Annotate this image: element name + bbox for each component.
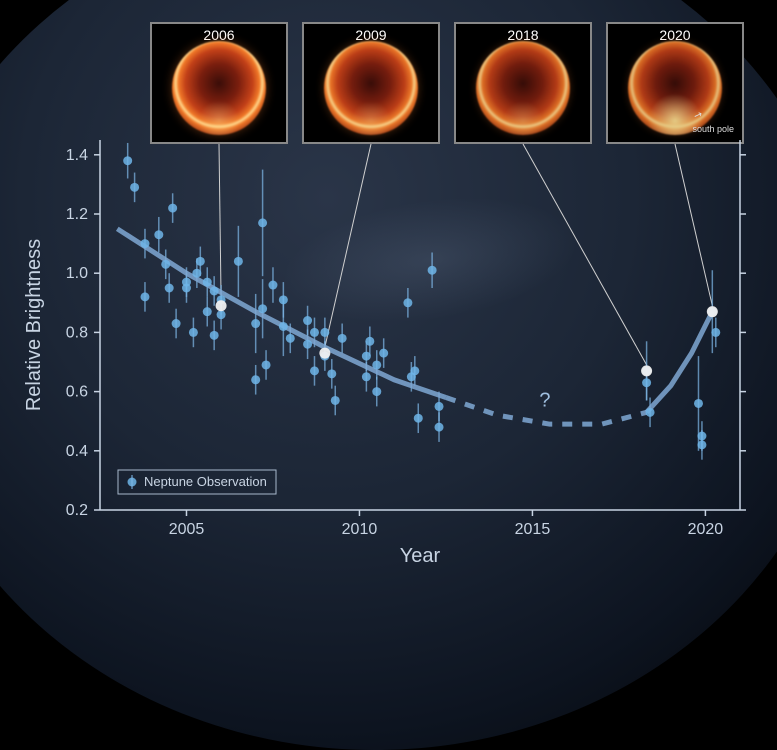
highlight-point	[707, 306, 718, 317]
data-point	[140, 292, 149, 301]
highlight-point	[319, 348, 330, 359]
data-point	[251, 375, 260, 384]
data-point	[694, 399, 703, 408]
data-point	[414, 414, 423, 423]
data-point	[262, 360, 271, 369]
data-point	[303, 340, 312, 349]
data-point	[435, 423, 444, 432]
y-tick-label: 0.4	[66, 443, 88, 460]
data-point	[428, 266, 437, 275]
data-point	[165, 284, 174, 293]
data-point	[203, 278, 212, 287]
data-point	[362, 352, 371, 361]
data-point	[320, 328, 329, 337]
data-point	[372, 387, 381, 396]
data-point	[310, 328, 319, 337]
data-point	[196, 257, 205, 266]
data-point	[372, 360, 381, 369]
data-point	[172, 319, 181, 328]
data-point	[258, 218, 267, 227]
data-point	[182, 278, 191, 287]
leader-line	[219, 144, 221, 300]
y-tick-label: 0.8	[66, 324, 88, 341]
data-point	[268, 281, 277, 290]
leader-line	[675, 144, 712, 306]
data-point	[130, 183, 139, 192]
data-point	[251, 319, 260, 328]
data-point	[286, 334, 295, 343]
x-tick-label: 2010	[342, 521, 378, 538]
trend-line-early	[117, 229, 446, 398]
data-point	[258, 304, 267, 313]
data-point	[161, 260, 170, 269]
y-tick-label: 1.2	[66, 206, 88, 223]
y-tick-label: 0.6	[66, 384, 88, 401]
data-point	[403, 298, 412, 307]
data-point	[338, 334, 347, 343]
legend-label: Neptune Observation	[144, 474, 267, 489]
data-point	[154, 230, 163, 239]
data-point	[697, 432, 706, 441]
data-point	[210, 286, 219, 295]
data-point	[210, 331, 219, 340]
trend-line-late	[647, 312, 713, 413]
data-point	[435, 402, 444, 411]
data-point	[362, 372, 371, 381]
data-point	[697, 440, 706, 449]
data-point	[168, 204, 177, 213]
data-point	[310, 366, 319, 375]
highlight-point	[641, 365, 652, 376]
data-point	[365, 337, 374, 346]
data-point	[410, 366, 419, 375]
y-tick-label: 1.4	[66, 147, 88, 164]
data-point	[327, 369, 336, 378]
data-point	[711, 328, 720, 337]
data-point	[379, 349, 388, 358]
leader-line	[523, 144, 647, 365]
data-point	[192, 269, 201, 278]
x-tick-label: 2015	[515, 521, 551, 538]
x-tick-label: 2005	[169, 521, 205, 538]
data-point	[303, 316, 312, 325]
data-point	[642, 378, 651, 387]
data-point	[279, 322, 288, 331]
data-point	[331, 396, 340, 405]
leader-line	[325, 144, 371, 347]
x-tick-label: 2020	[688, 521, 724, 538]
data-point	[123, 156, 132, 165]
question-mark: ?	[539, 389, 550, 411]
brightness-chart: 2005 2010 2015 2020 0.2 0.4 0.6 0.8 1.0 1.2 1.4 Ye…	[0, 0, 777, 580]
x-axis-label: Year	[400, 545, 441, 567]
data-point	[203, 307, 212, 316]
y-tick-label: 1.0	[66, 265, 88, 282]
data-point	[217, 310, 226, 319]
y-tick-label: 0.2	[66, 502, 88, 519]
data-point	[189, 328, 198, 337]
data-point	[646, 408, 655, 417]
data-point	[140, 239, 149, 248]
data-point	[234, 257, 243, 266]
highlight-point	[216, 300, 227, 311]
data-point	[279, 295, 288, 304]
y-axis-label: Relative Brightness	[23, 239, 45, 411]
